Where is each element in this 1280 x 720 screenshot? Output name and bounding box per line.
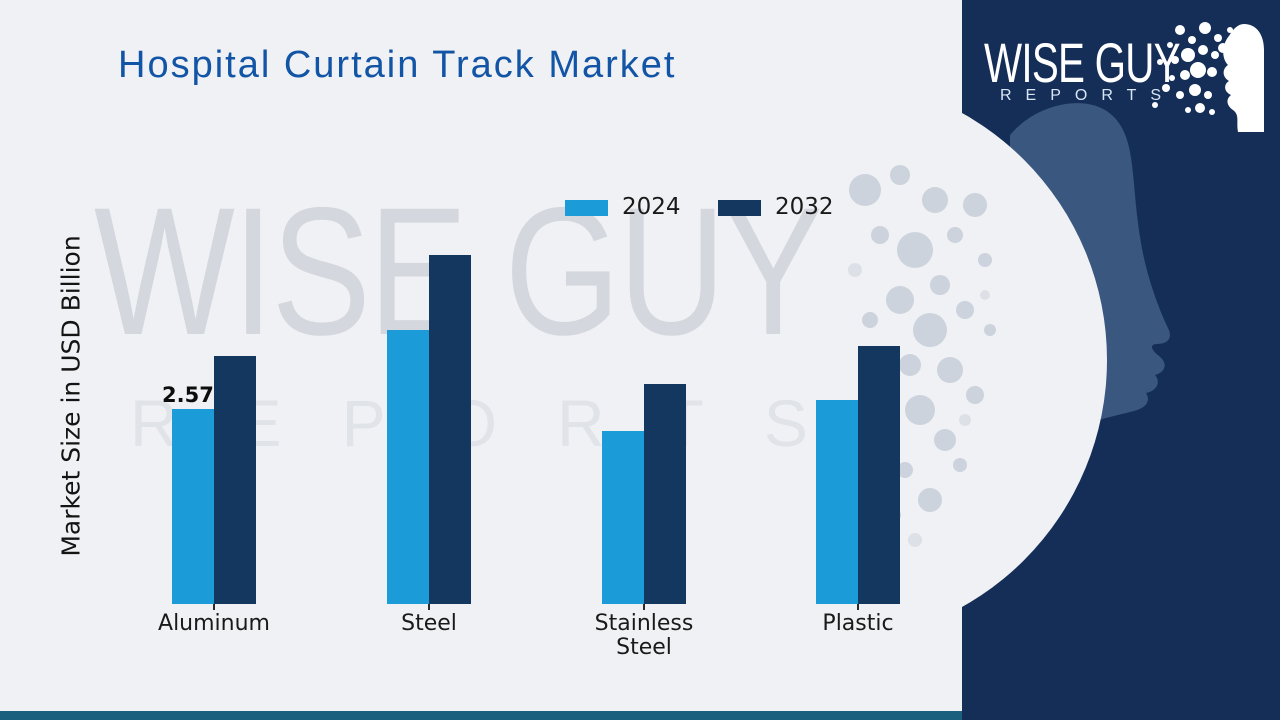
- bar-2032-stainless-steel: [644, 384, 686, 604]
- legend-label-2024: 2024: [622, 194, 681, 220]
- logo-face-icon: [1223, 24, 1264, 132]
- category-label-stainless-steel: Stainless Steel: [594, 611, 694, 660]
- bar-2032-steel: [429, 255, 471, 604]
- x-axis-tick: [857, 604, 859, 610]
- legend-item-2032: 2032: [718, 196, 834, 219]
- category-label-aluminum: Aluminum: [158, 611, 270, 636]
- y-axis-label: Market Size in USD Billion: [56, 235, 86, 557]
- chart-title: Hospital Curtain Track Market: [118, 44, 677, 86]
- bar-2024-aluminum: [172, 408, 214, 604]
- category-label-plastic: Plastic: [822, 611, 894, 636]
- bar-2032-plastic: [858, 346, 900, 604]
- bottom-accent-bar: [0, 711, 962, 720]
- bar-2024-stainless-steel: [602, 431, 644, 604]
- legend-label-2032: 2032: [775, 194, 834, 220]
- x-axis-tick: [643, 604, 645, 610]
- bar-2024-steel: [387, 330, 429, 604]
- logo-reports-text: REPORTS: [1000, 87, 1176, 104]
- bar-value-label: 2.57: [162, 382, 214, 407]
- x-axis-tick: [428, 604, 430, 610]
- bar-2032-aluminum: [214, 356, 256, 604]
- category-label-steel: Steel: [401, 611, 457, 636]
- logo-wiseguy-text: WISE GUY: [984, 31, 1181, 94]
- legend-swatch-2032: [718, 199, 761, 216]
- bar-2024-plastic: [816, 399, 858, 604]
- legend-swatch-2024: [565, 199, 608, 216]
- legend-item-2024: 2024: [565, 196, 681, 219]
- x-axis-tick: [213, 604, 215, 610]
